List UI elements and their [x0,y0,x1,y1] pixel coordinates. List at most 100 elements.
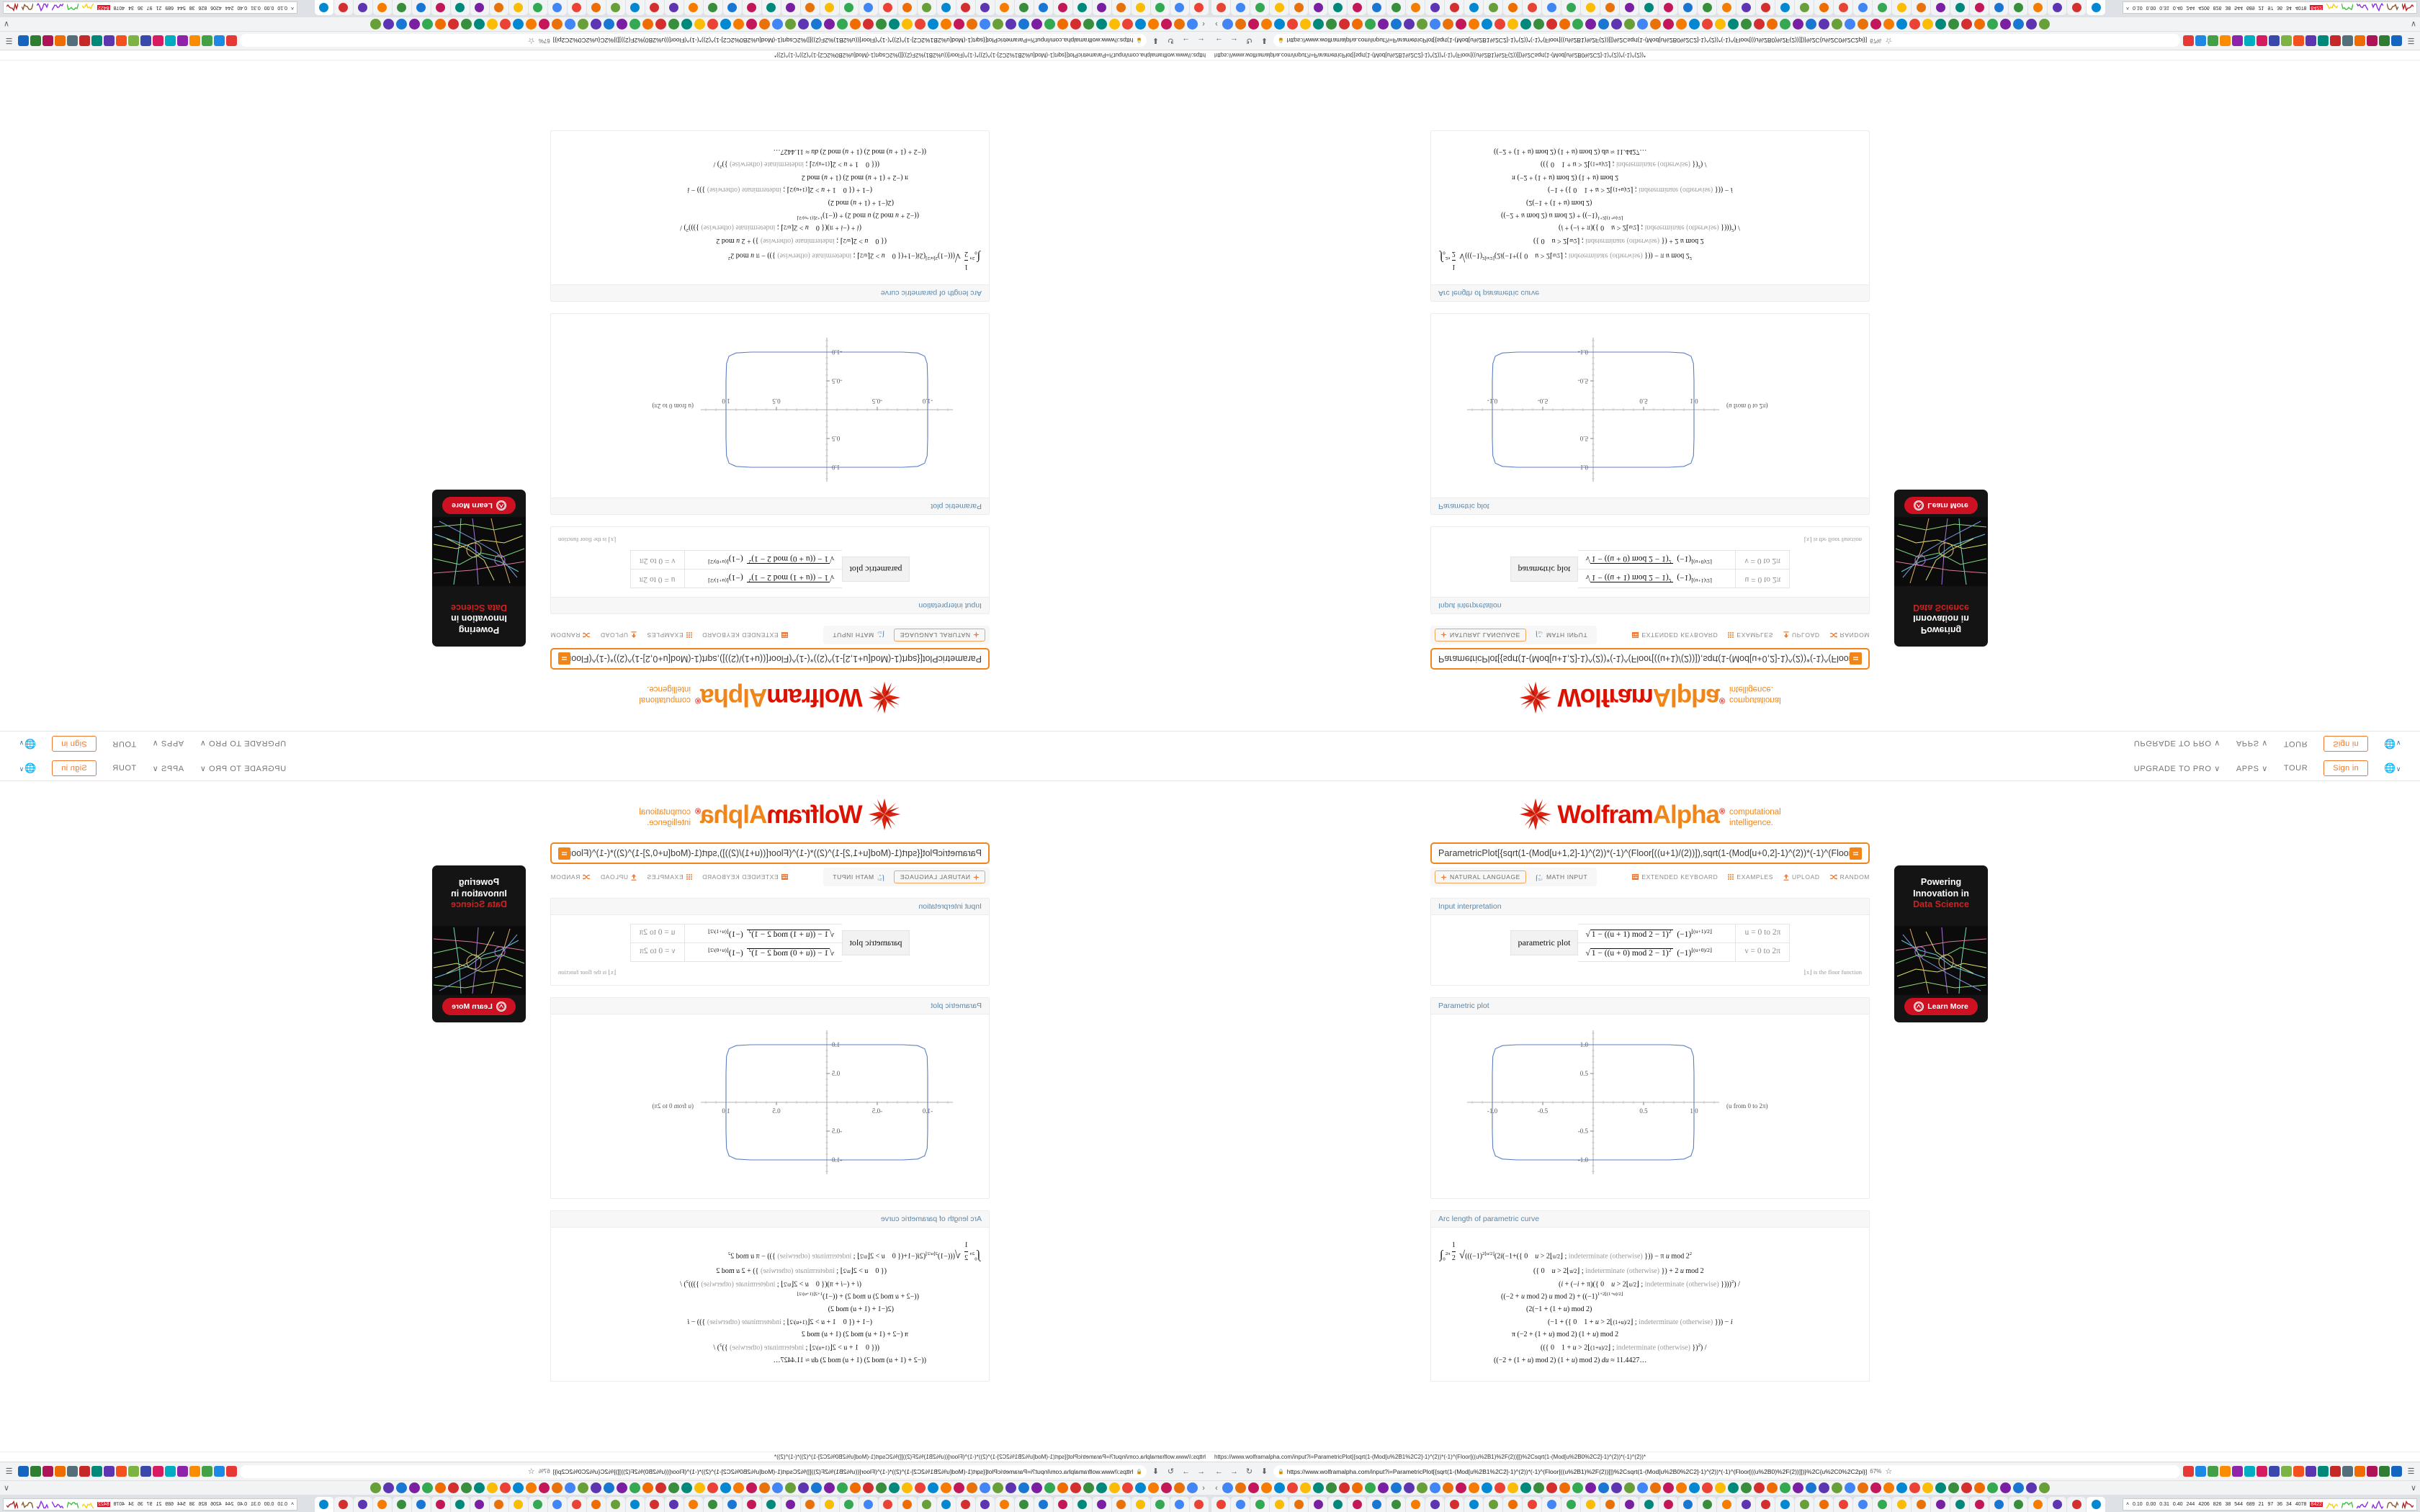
bookmark-item[interactable] [629,1482,640,1493]
browser-tab[interactable] [509,0,528,15]
browser-tab[interactable] [1348,1497,1366,1512]
back-button[interactable]: ← [1195,1465,1207,1477]
bookmark-item[interactable] [1135,1482,1146,1493]
bookmark-item[interactable] [811,1482,822,1493]
browser-menu-button[interactable]: ☰ [3,1465,15,1477]
nav-tour[interactable]: TOUR [2284,764,2308,773]
browser-tab[interactable] [1170,1497,1189,1512]
bookmark-item[interactable] [1909,1482,1920,1493]
bookmark-item[interactable] [720,19,731,30]
browser-tab[interactable] [1950,0,1969,15]
bookmark-item[interactable] [552,1482,563,1493]
extension-icon[interactable] [2305,35,2316,46]
bookmark-item[interactable] [1018,19,1029,30]
browser-tab[interactable] [2028,1497,2047,1512]
bookmark-item[interactable] [1482,19,1492,30]
extended-keyboard-button[interactable]: EXTENDED KEYBOARD [702,631,788,639]
bookmark-item[interactable] [1611,19,1622,30]
bookmark-item[interactable] [578,19,588,30]
bookmark-item[interactable] [1494,19,1505,30]
browser-tab[interactable] [1034,0,1053,15]
bookmark-item[interactable] [1083,1482,1094,1493]
browser-tab[interactable] [373,1497,392,1512]
bookmark-item[interactable] [1018,1482,1029,1493]
reload-button[interactable]: ↻ [1243,35,1255,47]
random-button[interactable]: RANDOM [550,873,590,881]
bookmark-item[interactable] [1754,1482,1765,1493]
extension-icon[interactable] [2342,1466,2353,1477]
bookmark-item[interactable] [837,19,848,30]
browser-tab[interactable] [315,0,333,15]
bookmark-item[interactable] [1533,19,1544,30]
extended-keyboard-button[interactable]: EXTENDED KEYBOARD [702,873,788,881]
browser-tab[interactable] [1581,1497,1600,1512]
bookmark-item[interactable] [539,1482,550,1493]
bookmark-item[interactable] [617,1482,627,1493]
bookmark-item[interactable] [1404,19,1415,30]
browser-tab[interactable] [606,1497,625,1512]
bookmark-item[interactable] [941,19,951,30]
browser-tab[interactable] [1190,0,1209,15]
browser-tab[interactable] [1250,0,1269,15]
bookmark-item[interactable] [915,1482,926,1493]
bookmark-item[interactable] [1339,1482,1350,1493]
system-tray-monitor[interactable]: ˄ 0.10 0.00 0.31 0.40 244 4206 826 38 544 689 21 97 3… [3,1,297,14]
browser-tab[interactable] [995,0,1014,15]
browser-tab[interactable] [1950,1497,1969,1512]
bookmark-item[interactable] [1974,19,1985,30]
browser-tab[interactable] [976,0,995,15]
bookmark-item[interactable] [2039,1482,2050,1493]
tray-expand-icon[interactable]: ˄ [291,5,294,10]
bookmark-item[interactable] [1624,1482,1635,1493]
browser-tab[interactable] [1406,1497,1425,1512]
search-input[interactable] [570,654,982,664]
extension-icon[interactable] [2220,1466,2231,1477]
extension-icon[interactable] [153,35,163,46]
bookmark-item[interactable] [1702,1482,1713,1493]
browser-tab[interactable] [1386,1497,1405,1512]
bookmark-item[interactable] [1274,19,1285,30]
reload-button[interactable]: ↻ [1165,1465,1177,1477]
bookmark-item[interactable] [1987,19,1998,30]
browser-tab[interactable] [2067,1497,2086,1512]
search-bar[interactable] [550,842,990,864]
bookmark-item[interactable] [954,1482,964,1493]
extension-icon[interactable] [2318,35,2329,46]
bookmark-item[interactable] [2000,19,2011,30]
browser-tab[interactable] [1211,0,1230,15]
extension-icon[interactable] [202,1466,212,1477]
upload-button[interactable]: UPLOAD [600,631,637,639]
math-input-button[interactable]: ∫ Σ∂ π MATH INPUT [1531,629,1592,642]
bookmark-item[interactable] [1456,19,1466,30]
nav-tour[interactable]: TOUR [112,764,136,773]
extension-icon[interactable] [2244,35,2255,46]
bookmark-item[interactable] [513,1482,524,1493]
browser-tab[interactable] [1151,0,1170,15]
sponsored-ad[interactable]: Powering Innovation in Data Science [1894,865,1988,1022]
browser-tab[interactable] [1309,0,1327,15]
browser-tab[interactable] [2048,0,2066,15]
browser-tab[interactable] [1989,0,2008,15]
browser-tab[interactable] [490,1497,508,1512]
extension-icon[interactable] [55,35,66,46]
zoom-level-indicator[interactable]: 67% [1870,37,1881,44]
browser-tab[interactable] [548,0,567,15]
bookmark-item[interactable] [1689,1482,1700,1493]
browser-tab[interactable] [451,1497,470,1512]
bookmark-item[interactable] [448,19,459,30]
browser-tab[interactable] [937,1497,956,1512]
browser-tab[interactable] [1386,0,1405,15]
nav-tour[interactable]: TOUR [112,739,136,748]
browser-tab[interactable] [1736,0,1755,15]
reload-button[interactable]: ↻ [1165,35,1177,47]
bookmark-item[interactable] [1832,1482,1842,1493]
bookmark-star-icon[interactable]: ☆ [1884,35,1893,47]
bookmark-item[interactable] [902,1482,913,1493]
extension-icon[interactable] [202,35,212,46]
bookmark-item[interactable] [2000,1482,2011,1493]
browser-tab[interactable] [587,0,606,15]
reload-button[interactable]: ↻ [1243,1465,1255,1477]
browser-tab[interactable] [1814,1497,1833,1512]
bookmark-item[interactable] [383,1482,394,1493]
extension-icon[interactable] [116,1466,127,1477]
